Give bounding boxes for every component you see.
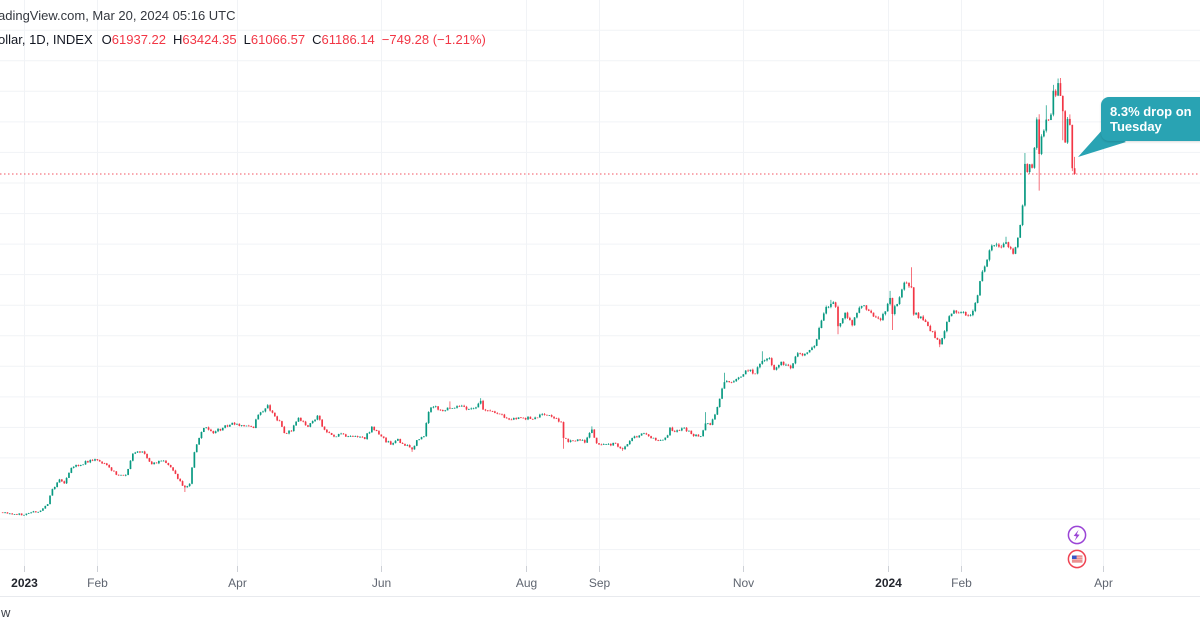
- svg-text:Apr: Apr: [1094, 576, 1113, 590]
- us-flag: [1071, 555, 1083, 563]
- legend-change: −749.28 (−1.21%): [381, 32, 486, 47]
- attribution-text: adingView.com, Mar 20, 2024 05:16 UTC: [0, 8, 236, 23]
- svg-text:Feb: Feb: [87, 576, 108, 590]
- svg-text:Nov: Nov: [733, 576, 754, 590]
- legend-open: O61937.22: [101, 32, 167, 47]
- legend-low: L61066.57: [243, 32, 306, 47]
- time-axis-ticks: [24, 566, 1104, 572]
- svg-text:Apr: Apr: [228, 576, 247, 590]
- us-flag-event-icon[interactable]: [1067, 549, 1087, 569]
- timeline-event-markers[interactable]: [1066, 525, 1088, 571]
- legend-close: C61186.14: [312, 32, 375, 47]
- symbol-name-fragment: ollar, 1D, INDEX: [0, 32, 93, 47]
- annotation-callout[interactable]: 8.3% drop on Tuesday: [1101, 97, 1200, 141]
- svg-text:Feb: Feb: [951, 576, 972, 590]
- annotation-line1: 8.3% drop on: [1110, 104, 1192, 119]
- symbol-legend: ollar, 1D, INDEX O61937.22 H63424.35 L61066…: [0, 32, 486, 47]
- watermark-fragment: w: [1, 605, 11, 620]
- time-axis[interactable]: 2023 Feb Apr Jun Aug Sep Nov 2024 Feb Apr: [11, 576, 1113, 590]
- svg-text:Aug: Aug: [516, 576, 537, 590]
- svg-text:2024: 2024: [875, 576, 902, 590]
- svg-text:Sep: Sep: [589, 576, 611, 590]
- candlesticks: [1, 77, 1076, 516]
- annotation-line2: Tuesday: [1110, 119, 1162, 134]
- lightning-event-icon[interactable]: [1067, 525, 1087, 545]
- svg-text:Jun: Jun: [372, 576, 391, 590]
- vertical-gridlines: [24, 0, 1104, 570]
- legend-high: H63424.35: [173, 32, 237, 47]
- svg-text:2023: 2023: [11, 576, 38, 590]
